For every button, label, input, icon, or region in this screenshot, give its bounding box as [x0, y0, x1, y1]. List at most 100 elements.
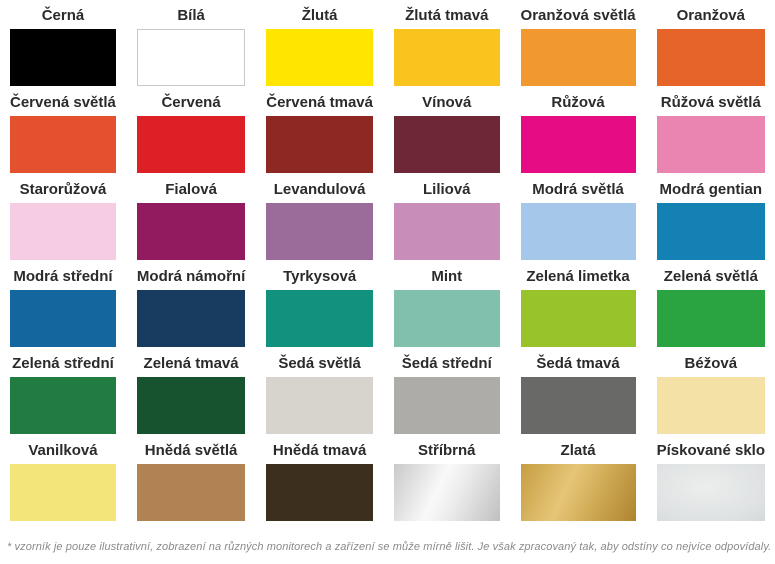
swatch-cell: Fialová — [136, 180, 246, 260]
swatch-cell: Hnědá tmavá — [266, 441, 373, 521]
swatch-label: Levandulová — [273, 181, 366, 198]
swatch-label: Béžová — [684, 355, 738, 372]
swatch-cell: Modrá námořní — [136, 267, 246, 347]
swatch-label: Bílá — [177, 7, 205, 24]
swatch-color — [656, 29, 765, 86]
swatch-cell: Vínová — [393, 93, 500, 173]
swatch-cell: Levandulová — [266, 180, 373, 260]
swatch-label: Fialová — [165, 181, 217, 198]
swatch-cell: Růžová světlá — [656, 93, 765, 173]
swatch-label: Zelená světlá — [663, 268, 758, 285]
swatch-label: Žlutá tmavá — [405, 7, 489, 24]
swatch-label: Šedá tmavá — [536, 355, 620, 372]
swatch-color — [520, 116, 636, 173]
swatch-color — [266, 29, 373, 86]
swatch-label: Modrá gentian — [659, 181, 763, 198]
swatch-cell: Bílá — [136, 6, 246, 86]
swatch-cell: Modrá gentian — [656, 180, 765, 260]
swatch-color — [393, 464, 500, 521]
swatch-color — [266, 290, 373, 347]
swatch-label: Červená tmavá — [266, 94, 373, 111]
swatch-label: Oranžová světlá — [520, 7, 636, 24]
swatch-color — [393, 116, 500, 173]
swatch-cell: Růžová — [520, 93, 636, 173]
swatch-label: Vínová — [422, 94, 472, 111]
swatch-color — [136, 29, 246, 86]
swatch-color — [136, 290, 246, 347]
swatch-grid: Černá Bílá Žlutá Žlutá tmavá Oranžová sv… — [10, 6, 765, 521]
swatch-color — [520, 464, 636, 521]
swatch-cell: Šedá tmavá — [520, 354, 636, 434]
swatch-color — [10, 290, 116, 347]
swatch-cell: Zelená střední — [10, 354, 116, 434]
swatch-label: Tyrkysová — [283, 268, 357, 285]
swatch-cell: Modrá střední — [10, 267, 116, 347]
swatch-label: Růžová — [551, 94, 605, 111]
swatch-color — [266, 116, 373, 173]
swatch-color — [520, 203, 636, 260]
swatch-label: Růžová světlá — [660, 94, 761, 111]
swatch-color — [266, 203, 373, 260]
swatch-color — [393, 290, 500, 347]
swatch-color — [656, 203, 765, 260]
swatch-label: Oranžová — [676, 7, 745, 24]
swatch-cell: Modrá světlá — [520, 180, 636, 260]
swatch-color — [393, 29, 500, 86]
swatch-color — [136, 464, 246, 521]
swatch-color — [266, 464, 373, 521]
swatch-label: Mint — [431, 268, 463, 285]
swatch-color — [656, 377, 765, 434]
swatch-color — [10, 464, 116, 521]
swatch-cell: Vanilková — [10, 441, 116, 521]
swatch-label: Zelená limetka — [526, 268, 630, 285]
swatch-cell: Šedá světlá — [266, 354, 373, 434]
swatch-cell: Liliová — [393, 180, 500, 260]
swatch-label: Zelená střední — [12, 355, 114, 372]
swatch-color — [656, 116, 765, 173]
swatch-color — [266, 377, 373, 434]
swatch-cell: Červená — [136, 93, 246, 173]
swatch-cell: Tyrkysová — [266, 267, 373, 347]
swatch-color — [520, 29, 636, 86]
swatch-cell: Starorůžová — [10, 180, 116, 260]
swatch-color — [656, 290, 765, 347]
swatch-cell: Zelená světlá — [656, 267, 765, 347]
swatch-cell: Zelená limetka — [520, 267, 636, 347]
swatch-cell: Béžová — [656, 354, 765, 434]
swatch-color — [520, 290, 636, 347]
swatch-cell: Oranžová — [656, 6, 765, 86]
swatch-cell: Oranžová světlá — [520, 6, 636, 86]
swatch-cell: Žlutá — [266, 6, 373, 86]
swatch-label: Šedá střední — [401, 355, 492, 372]
swatch-cell: Šedá střední — [393, 354, 500, 434]
swatch-label: Pískované sklo — [656, 442, 765, 459]
swatch-label: Vanilková — [28, 442, 98, 459]
swatch-color — [10, 116, 116, 173]
swatch-color — [10, 203, 116, 260]
swatch-label: Žlutá — [301, 7, 338, 24]
swatch-color — [520, 377, 636, 434]
swatch-color — [136, 377, 246, 434]
swatch-label: Liliová — [423, 181, 471, 198]
swatch-cell: Zelená tmavá — [136, 354, 246, 434]
swatch-cell: Žlutá tmavá — [393, 6, 500, 86]
swatch-label: Stříbrná — [418, 442, 476, 459]
swatch-color — [10, 377, 116, 434]
swatch-label: Hnědá tmavá — [272, 442, 367, 459]
swatch-label: Černá — [41, 7, 85, 24]
swatch-cell: Černá — [10, 6, 116, 86]
swatch-cell: Červená světlá — [10, 93, 116, 173]
swatch-label: Modrá světlá — [532, 181, 624, 198]
swatch-label: Zlatá — [560, 442, 596, 459]
swatch-color — [393, 203, 500, 260]
swatch-cell: Stříbrná — [393, 441, 500, 521]
swatch-label: Šedá světlá — [278, 355, 361, 372]
swatch-label: Červená světlá — [10, 94, 116, 111]
swatch-cell: Zlatá — [520, 441, 636, 521]
swatch-label: Zelená tmavá — [143, 355, 239, 372]
swatch-cell: Pískované sklo — [656, 441, 765, 521]
swatch-color — [393, 377, 500, 434]
swatch-label: Starorůžová — [19, 181, 107, 198]
disclaimer-note: * vzorník je pouze ilustrativní, zobraze… — [7, 541, 772, 553]
